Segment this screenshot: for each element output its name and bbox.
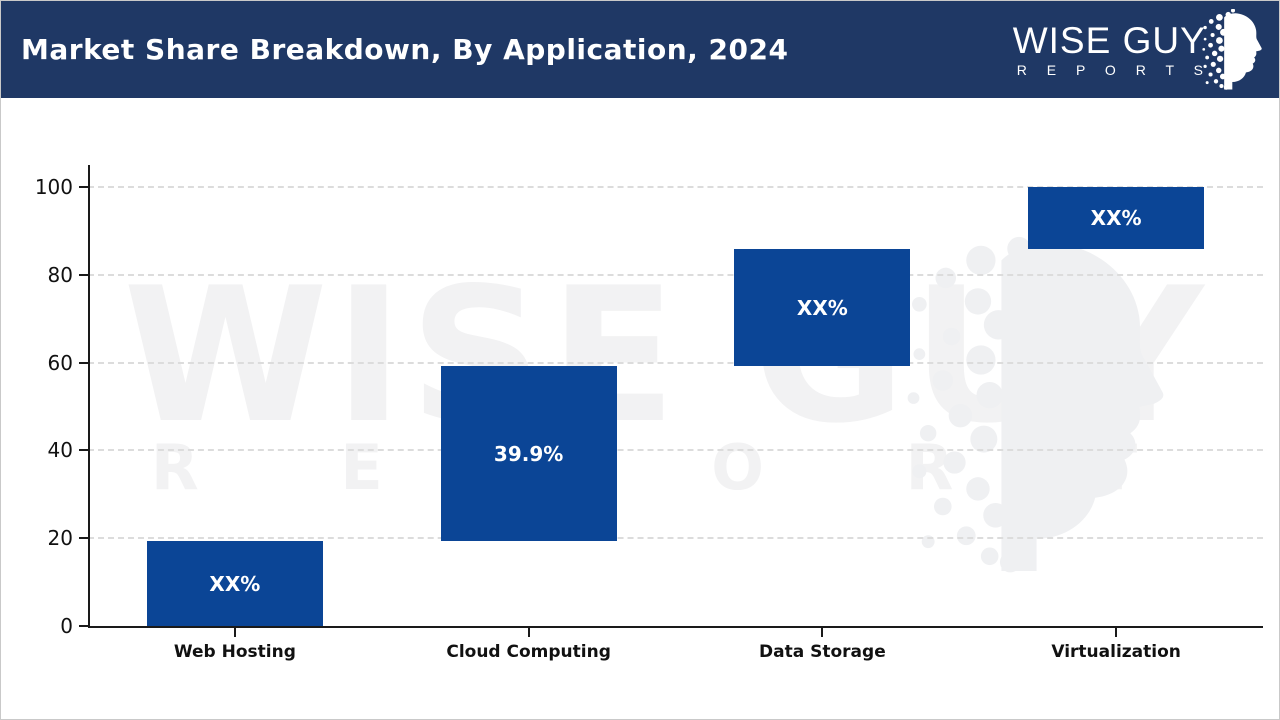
wiseguy-face-icon xyxy=(1199,8,1267,91)
page-title: Market Share Breakdown, By Application, … xyxy=(21,33,789,66)
x-tick-mark-2 xyxy=(821,628,824,637)
brand-name: WISE GUY xyxy=(1012,20,1206,61)
gridline-60 xyxy=(88,361,1263,364)
gridline-40 xyxy=(88,449,1263,452)
y-tick-label-80: 80 xyxy=(47,262,73,287)
x-axis-line xyxy=(88,626,1263,628)
bar-web-hosting: XX% xyxy=(146,541,323,626)
gridline-80 xyxy=(88,273,1263,276)
bar-data-storage: XX% xyxy=(734,249,911,367)
bar-value-label: XX% xyxy=(796,295,848,320)
gridline-20 xyxy=(88,537,1263,540)
y-tick-label-60: 60 xyxy=(47,350,73,375)
x-category-label: Web Hosting xyxy=(173,642,296,662)
x-category-label: Data Storage xyxy=(759,642,886,662)
y-tick-mark-0 xyxy=(79,625,88,627)
y-tick-mark-80 xyxy=(79,273,88,276)
y-tick-label-40: 40 xyxy=(47,438,73,463)
watermark-face-icon xyxy=(893,222,1186,581)
x-tick-mark-1 xyxy=(527,628,530,637)
y-tick-label-0: 0 xyxy=(60,614,73,638)
brand-logo: WISE GUY R E P O R T S xyxy=(1013,8,1267,91)
header: Market Share Breakdown, By Application, … xyxy=(1,1,1279,98)
y-tick-label-20: 20 xyxy=(47,526,73,551)
brand-subtitle: R E P O R T S xyxy=(1016,62,1211,78)
bar-virtualization: XX% xyxy=(1028,187,1205,250)
x-category-label: Virtualization xyxy=(1051,642,1181,662)
bar-cloud-computing: 39.9% xyxy=(440,366,617,542)
x-tick-mark-0 xyxy=(233,628,236,637)
x-tick-mark-3 xyxy=(1115,628,1118,637)
x-category-label: Cloud Computing xyxy=(446,642,611,662)
y-tick-mark-40 xyxy=(79,449,88,452)
brand-text: WISE GUY R E P O R T S xyxy=(1013,22,1211,77)
y-tick-mark-100 xyxy=(79,186,88,188)
y-tick-mark-20 xyxy=(79,537,88,540)
bar-value-label: XX% xyxy=(1090,206,1142,231)
y-axis-line xyxy=(88,165,90,628)
y-tick-label-100: 100 xyxy=(34,175,73,199)
bar-value-label: 39.9% xyxy=(493,441,564,466)
bar-value-label: XX% xyxy=(209,571,261,596)
gridline-100 xyxy=(88,186,1263,188)
y-tick-mark-60 xyxy=(79,361,88,364)
